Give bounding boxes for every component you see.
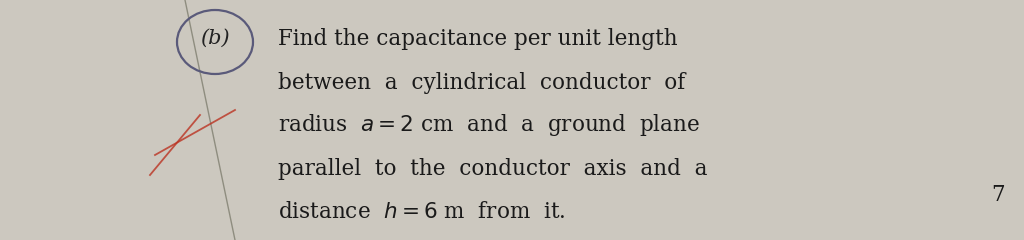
Text: Find the capacitance per unit length: Find the capacitance per unit length (278, 29, 678, 50)
Text: parallel  to  the  conductor  axis  and  a: parallel to the conductor axis and a (278, 157, 708, 180)
Text: (b): (b) (200, 29, 229, 48)
Text: radius  $a = 2$ cm  and  a  ground  plane: radius $a = 2$ cm and a ground plane (278, 113, 700, 138)
Text: between  a  cylindrical  conductor  of: between a cylindrical conductor of (278, 72, 685, 94)
Text: 7: 7 (991, 184, 1005, 206)
Text: distance  $h = 6$ m  from  it.: distance $h = 6$ m from it. (278, 200, 565, 222)
